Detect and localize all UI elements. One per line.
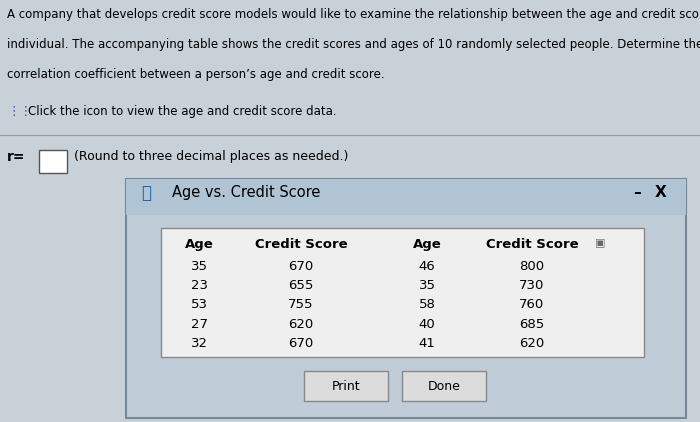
Text: 670: 670 [288,337,314,350]
Text: 23: 23 [191,279,208,292]
Text: 730: 730 [519,279,545,292]
Text: 755: 755 [288,298,314,311]
Text: 35: 35 [419,279,435,292]
Text: 53: 53 [191,298,208,311]
Text: 35: 35 [191,260,208,273]
Text: 27: 27 [191,318,208,331]
Text: 760: 760 [519,298,545,311]
Text: 40: 40 [419,318,435,331]
Text: ▣: ▣ [595,238,606,249]
Bar [126,179,686,215]
Text: 32: 32 [191,337,208,350]
Text: 800: 800 [519,260,545,273]
Text: Age: Age [185,238,214,252]
Text: 685: 685 [519,318,545,331]
Text: A company that develops credit score models would like to examine the relationsh: A company that develops credit score mod… [7,8,700,22]
Text: 58: 58 [419,298,435,311]
Text: ⓘ: ⓘ [141,184,151,202]
Text: (Round to three decimal places as needed.): (Round to three decimal places as needed… [74,150,348,163]
Text: –: – [634,185,641,200]
Text: Credit Score: Credit Score [486,238,578,252]
Bar [304,371,389,401]
Text: ⋮⋮: ⋮⋮ [7,106,32,119]
Bar [38,150,66,173]
Text: 46: 46 [419,260,435,273]
Text: 670: 670 [288,260,314,273]
Text: correlation coefficient between a person’s age and credit score.: correlation coefficient between a person… [7,68,384,81]
Text: X: X [654,185,666,200]
Text: Age: Age [412,238,442,252]
Bar [126,179,686,418]
Bar [161,228,644,357]
Text: Age vs. Credit Score: Age vs. Credit Score [172,185,320,200]
Text: 655: 655 [288,279,314,292]
Text: individual. The accompanying table shows the credit scores and ages of 10 random: individual. The accompanying table shows… [7,38,700,51]
Text: 620: 620 [288,318,314,331]
Text: 41: 41 [419,337,435,350]
Text: Click the icon to view the age and credit score data.: Click the icon to view the age and credi… [28,106,337,119]
Bar [402,371,486,401]
Text: r=: r= [7,150,25,164]
Text: 620: 620 [519,337,545,350]
Text: Credit Score: Credit Score [255,238,347,252]
Text: Print: Print [332,380,360,392]
Text: Done: Done [428,380,461,392]
